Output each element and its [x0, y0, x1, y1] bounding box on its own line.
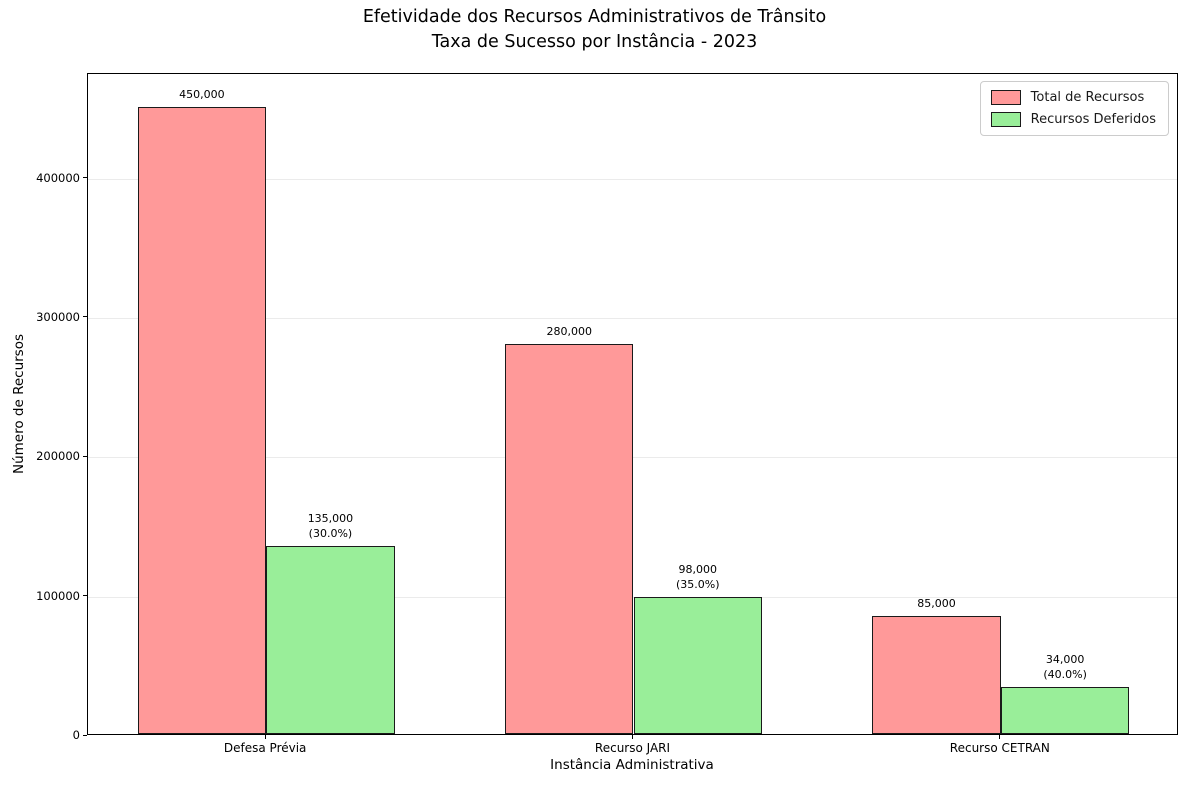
legend-item-deferidos: Recursos Deferidos — [990, 112, 1156, 127]
y-tick-label: 100000 — [36, 588, 80, 603]
legend: Total de Recursos Recursos Deferidos — [979, 81, 1169, 136]
x-tick-mark — [999, 735, 1001, 739]
bar-label-line: 34,000 — [1045, 652, 1085, 666]
bar-label-line: 450,000 — [179, 87, 225, 101]
legend-item-total: Total de Recursos — [990, 90, 1156, 105]
y-tick-mark — [83, 595, 87, 597]
x-tick-label: Recurso JARI — [594, 741, 671, 755]
y-tick-mark — [83, 316, 87, 318]
bar-label-line: (40.0%) — [1043, 667, 1087, 681]
y-tick-mark — [83, 455, 87, 457]
legend-label-total: Total de Recursos — [1030, 90, 1145, 105]
bar-label-line: (30.0%) — [308, 526, 353, 540]
x-tick-mark — [264, 735, 266, 739]
y-tick-label: 0 — [72, 728, 80, 742]
gridline — [88, 178, 1177, 180]
bar-deferidos-1 — [633, 597, 763, 734]
bar-total-1 — [504, 343, 634, 734]
x-tick-label: Defesa Prévia — [223, 741, 307, 755]
y-tick-mark — [83, 734, 87, 736]
plot-area: Total de Recursos Recursos Deferidos 450… — [87, 73, 1178, 735]
bar-total-0 — [137, 106, 267, 734]
bar-label-deferidos-1: 98,000 (35.0%) — [623, 562, 773, 592]
gridline — [88, 317, 1177, 319]
bar-label-total-0: 450,000 — [127, 87, 277, 102]
bar-label-line: 280,000 — [546, 324, 592, 338]
chart-title: Efetividade dos Recursos Administrativos… — [0, 5, 1189, 55]
y-tick-label: 300000 — [36, 309, 80, 324]
bar-label-total-1: 280,000 — [494, 324, 644, 339]
y-tick-mark — [83, 177, 87, 179]
chart-title-line1: Efetividade dos Recursos Administrativos… — [362, 7, 827, 27]
bar-deferidos-2 — [1000, 686, 1130, 734]
bar-deferidos-0 — [266, 545, 395, 734]
bar-label-deferidos-0: 135,000 (30.0%) — [255, 511, 405, 541]
x-axis-label: Instância Administrativa — [550, 757, 714, 773]
bar-label-line: (35.0%) — [676, 578, 720, 592]
bar-label-total-2: 85,000 — [862, 596, 1012, 611]
bar-label-line: 98,000 — [678, 563, 718, 577]
bar-label-line: 85,000 — [917, 596, 956, 610]
legend-swatch-deferidos-icon — [990, 112, 1021, 127]
bar-total-2 — [872, 615, 1001, 734]
x-tick-label: Recurso CETRAN — [949, 741, 1050, 755]
legend-label-deferidos: Recursos Deferidos — [1030, 112, 1156, 127]
y-tick-label: 400000 — [36, 170, 80, 185]
bar-label-deferidos-2: 34,000 (40.0%) — [990, 652, 1140, 682]
chart-title-line2: Taxa de Sucesso por Instância - 2023 — [431, 32, 758, 52]
legend-swatch-total-icon — [990, 90, 1021, 105]
x-tick-mark — [632, 735, 633, 739]
y-tick-label: 200000 — [36, 449, 80, 464]
bar-label-line: 135,000 — [307, 511, 354, 525]
